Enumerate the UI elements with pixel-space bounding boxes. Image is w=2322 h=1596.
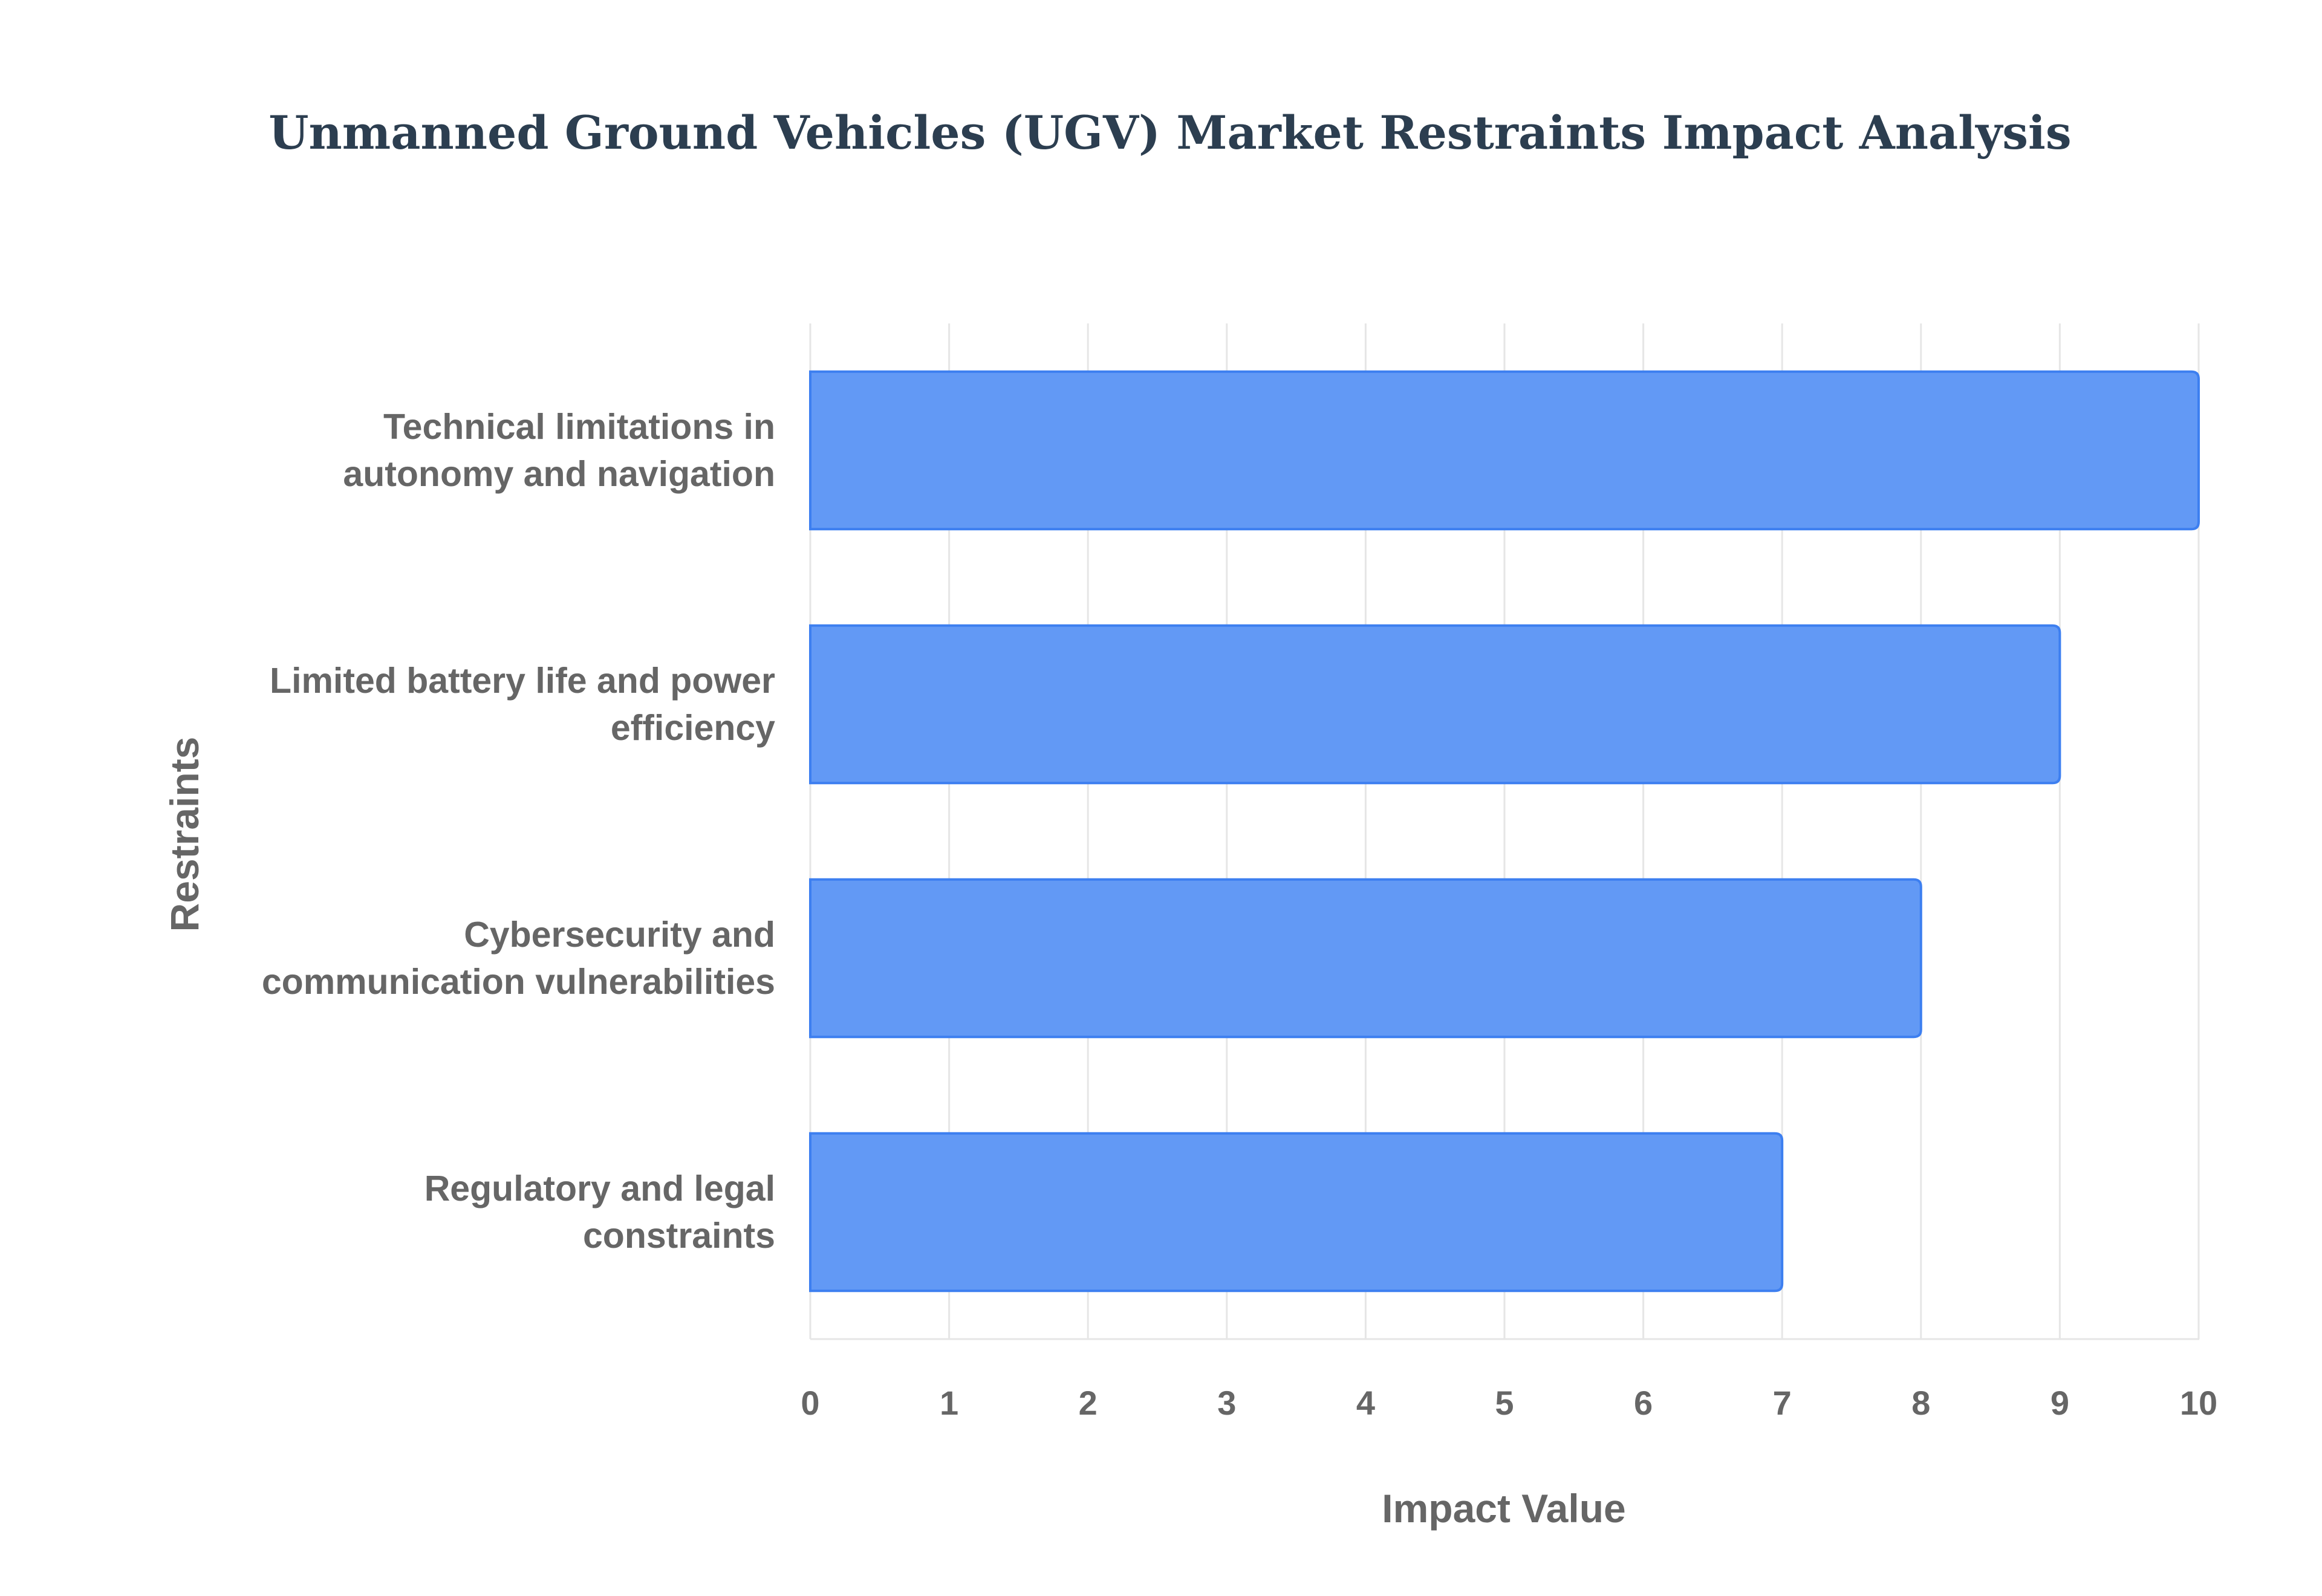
y-category-label: Technical limitations in xyxy=(383,407,775,447)
bar xyxy=(809,370,2200,531)
chart-title: Unmanned Ground Vehicles (UGV) Market Re… xyxy=(268,106,2072,160)
x-tick-label: 2 xyxy=(1079,1384,1098,1422)
y-category-label: efficiency xyxy=(611,708,775,748)
x-tick-label: 6 xyxy=(1634,1384,1653,1422)
bar xyxy=(809,878,1922,1039)
y-category-label: Regulatory and legal xyxy=(424,1169,775,1208)
bar xyxy=(809,1132,1784,1293)
x-axis-title: Impact Value xyxy=(1382,1486,1626,1531)
y-axis-title: Restraints xyxy=(162,737,207,932)
x-tick-label: 4 xyxy=(1356,1384,1375,1422)
x-tick-label: 8 xyxy=(1911,1384,1930,1422)
bar xyxy=(809,624,2061,785)
x-tick-label: 5 xyxy=(1495,1384,1514,1422)
y-category-label: communication vulnerabilities xyxy=(262,962,775,1002)
x-tick-label: 7 xyxy=(1773,1384,1792,1422)
x-tick-label: 3 xyxy=(1217,1384,1236,1422)
y-category-label: Limited battery life and power xyxy=(270,661,775,701)
x-tick-label: 0 xyxy=(801,1384,819,1422)
y-category-label: constraints xyxy=(583,1216,775,1256)
y-category-label: autonomy and navigation xyxy=(343,454,775,494)
x-tick-label: 10 xyxy=(2180,1384,2217,1422)
y-category-label: Cybersecurity and xyxy=(464,915,775,955)
x-tick-label: 9 xyxy=(2050,1384,2069,1422)
x-tick-label: 1 xyxy=(940,1384,958,1422)
